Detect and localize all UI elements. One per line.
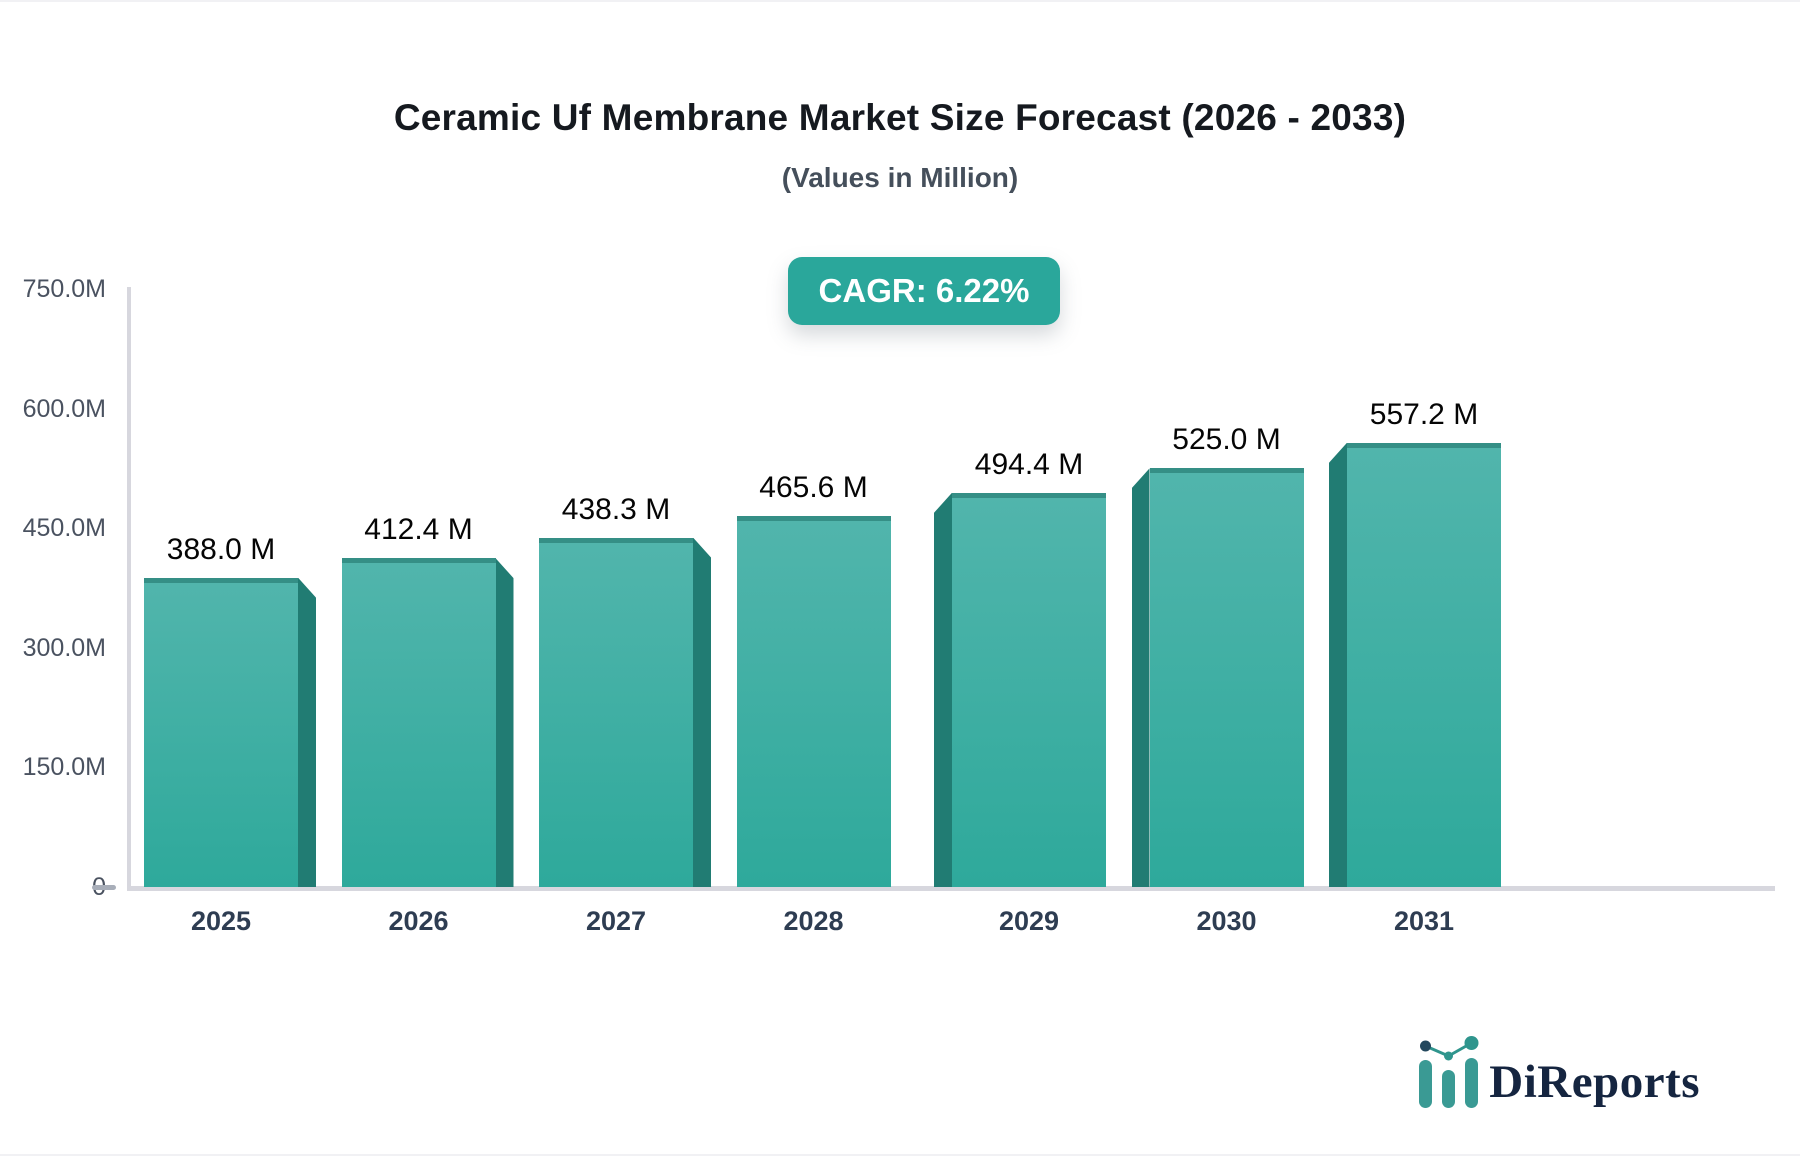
x-axis-line [127, 886, 1775, 891]
direports-logo: DiReports [1416, 1030, 1700, 1108]
x-axis-label-2027: 2027 [585, 906, 647, 936]
zero-tick-mark [92, 885, 116, 890]
bar-3d-side-2029 [934, 492, 952, 887]
y-axis-tick-label: 0 [0, 872, 106, 902]
direports-logo-text: DiReports [1489, 1056, 1700, 1108]
bar-value-label-2027: 438.3 M [561, 492, 671, 526]
x-axis-label-2030: 2030 [1196, 906, 1257, 936]
bar-2029[interactable] [952, 492, 1106, 887]
x-axis-label-2026: 2026 [388, 906, 449, 936]
x-axis-label-2029: 2029 [998, 906, 1060, 936]
bar-value-label-2030: 525.0 M [1172, 423, 1281, 457]
direports-logo-icon [1419, 1036, 1479, 1108]
bar-2031[interactable] [1347, 442, 1501, 887]
y-axis-line [127, 287, 131, 891]
chart-subtitle: (Values in Million) [781, 162, 1019, 193]
x-axis-label-2031: 2031 [1393, 906, 1455, 936]
bar-3d-side-2030 [1131, 468, 1150, 887]
chart-title: Ceramic Uf Membrane Market Size Forecast… [393, 97, 1407, 138]
bar-2030[interactable] [1149, 468, 1304, 887]
bar-3d-side-2031 [1329, 442, 1347, 887]
y-axis-tick-label: 600.0M [22, 394, 106, 423]
x-axis-label-2025: 2025 [190, 906, 252, 936]
bar-value-label-2031: 557.2 M [1369, 397, 1479, 431]
bar-3d-side-2026 [495, 558, 514, 887]
bar-3d-side-2027 [693, 537, 711, 887]
bar-value-label-2029: 494.4 M [974, 447, 1084, 481]
bar-value-label-2026: 412.4 M [364, 513, 473, 547]
bar-2028[interactable] [736, 515, 891, 887]
y-axis-tick-label: 300.0M [22, 633, 106, 662]
bar-value-label-2028: 465.6 M [759, 470, 868, 504]
bar-2026[interactable] [341, 558, 496, 887]
bar-2025[interactable] [144, 577, 298, 887]
cagr-badge: CAGR: 6.22% [788, 257, 1060, 325]
bar-2027[interactable] [539, 537, 693, 887]
x-axis-label-2028: 2028 [783, 906, 844, 936]
y-axis-tick-label: 750.0M [22, 275, 106, 303]
bar-value-label-2025: 388.0 M [166, 532, 276, 566]
y-axis-tick-label: 150.0M [22, 753, 106, 782]
y-axis-tick-label: 450.0M [22, 514, 106, 543]
bar-3d-side-2025 [298, 577, 316, 887]
